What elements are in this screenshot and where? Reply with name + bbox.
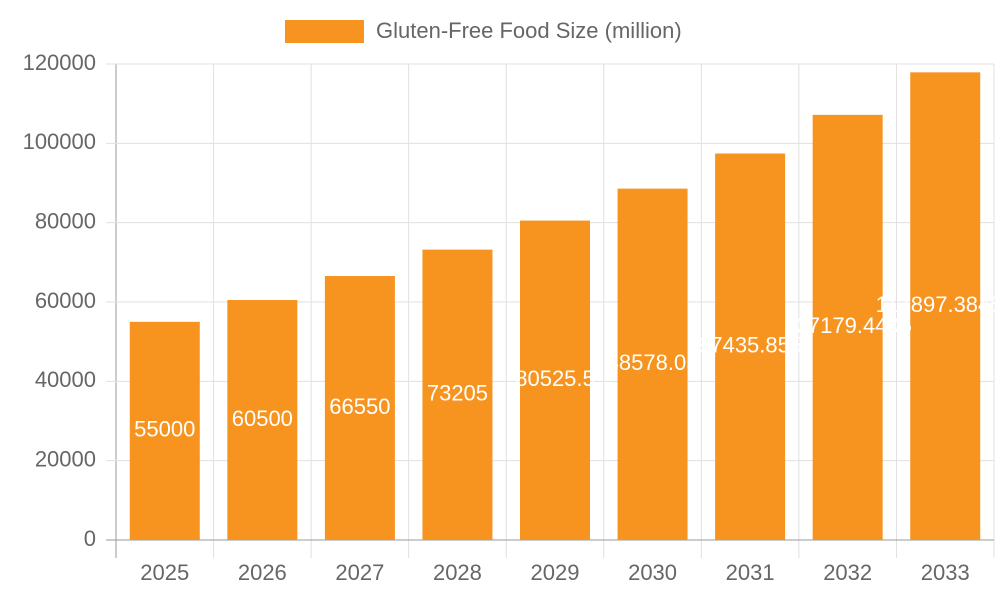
legend-swatch: [285, 20, 364, 43]
x-tick-label: 2026: [238, 560, 287, 585]
data-label: 88578.05: [607, 350, 699, 375]
data-label: 66550: [329, 394, 390, 419]
bar: [129, 321, 200, 540]
bar: [812, 114, 883, 540]
y-tick-label: 120000: [23, 50, 96, 75]
x-tick-label: 2025: [140, 560, 189, 585]
bar: [227, 300, 298, 540]
data-label: 60500: [232, 406, 293, 431]
x-tick-label: 2033: [921, 560, 970, 585]
bar: [422, 249, 493, 540]
bar: [617, 188, 688, 541]
x-tick-label: 2031: [726, 560, 775, 585]
x-tick-label: 2032: [823, 560, 872, 585]
y-tick-label: 60000: [35, 288, 96, 313]
y-tick-label: 0: [84, 526, 96, 551]
x-tick-label: 2027: [335, 560, 384, 585]
x-tick-label: 2028: [433, 560, 482, 585]
y-tick-label: 20000: [35, 446, 96, 471]
y-tick-label: 100000: [23, 129, 96, 154]
bar: [520, 220, 590, 540]
bar: [910, 72, 981, 540]
legend-label: Gluten-Free Food Size (million): [376, 18, 682, 43]
bar: [715, 153, 786, 540]
x-tick-label: 2029: [531, 560, 580, 585]
y-tick-label: 40000: [35, 367, 96, 392]
bar: [324, 276, 395, 540]
data-label: 80525.5: [515, 366, 595, 391]
data-label: 73205: [427, 381, 488, 406]
data-label: 97435.855: [698, 333, 802, 358]
data-label: 55000: [134, 417, 195, 442]
data-label: 107179.4405: [783, 313, 911, 338]
data-label: 117897.38455: [876, 292, 1000, 317]
y-tick-label: 80000: [35, 208, 96, 233]
x-tick-label: 2030: [628, 560, 677, 585]
